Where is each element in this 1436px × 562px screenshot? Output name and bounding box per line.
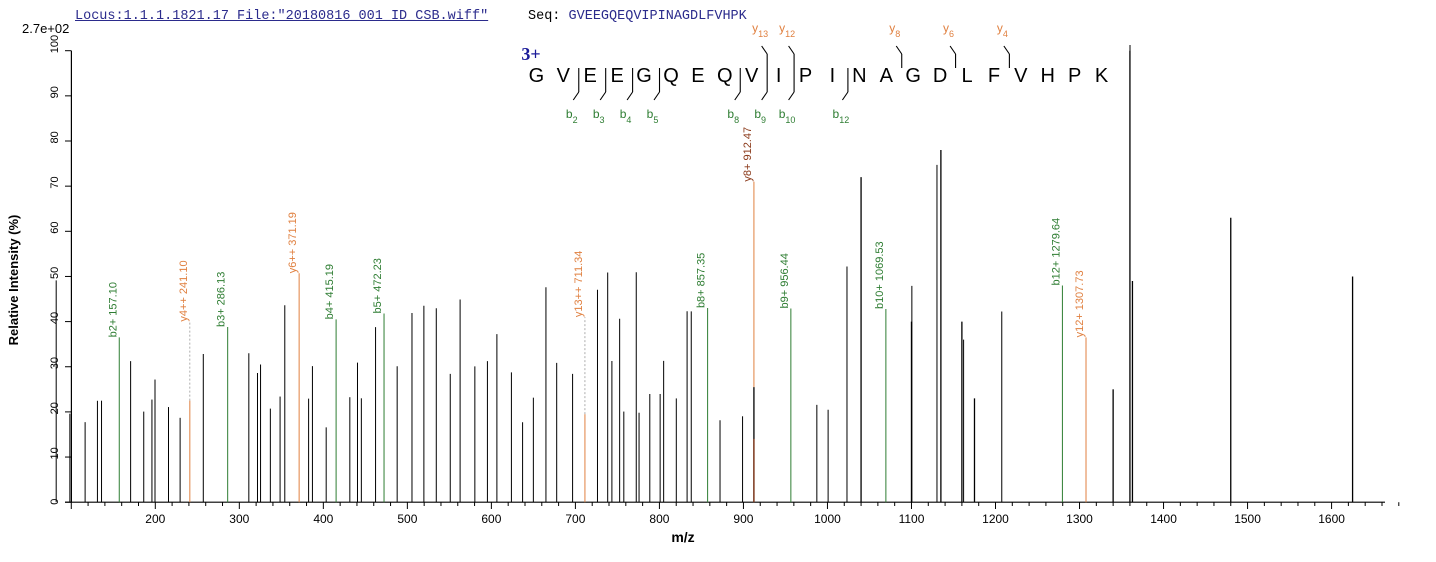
svg-text:600: 600	[481, 512, 501, 526]
svg-text:y4++ 241.10: y4++ 241.10	[178, 260, 190, 321]
svg-text:700: 700	[565, 512, 585, 526]
svg-text:1000: 1000	[814, 512, 841, 526]
svg-text:b10+ 1069.53: b10+ 1069.53	[874, 241, 886, 309]
svg-text:30: 30	[49, 357, 61, 369]
svg-text:I: I	[830, 65, 836, 87]
svg-text:G: G	[636, 65, 652, 87]
svg-text:70: 70	[49, 176, 61, 188]
svg-text:b12+ 1279.64: b12+ 1279.64	[1050, 218, 1062, 286]
svg-text:80: 80	[49, 131, 61, 143]
svg-text:200: 200	[145, 512, 165, 526]
svg-text:y13++ 711.34: y13++ 711.34	[573, 251, 585, 317]
svg-text:E: E	[584, 65, 597, 87]
svg-text:Q: Q	[717, 65, 733, 87]
svg-text:800: 800	[649, 512, 669, 526]
svg-text:b3+ 286.13: b3+ 286.13	[216, 272, 228, 327]
svg-text:A: A	[880, 65, 894, 87]
svg-text:b9+ 956.44: b9+ 956.44	[779, 253, 791, 308]
svg-text:y8+ 912.47: y8+ 912.47	[742, 127, 754, 182]
svg-text:G: G	[905, 65, 921, 87]
svg-text:1300: 1300	[1066, 512, 1093, 526]
svg-text:F: F	[988, 65, 1000, 87]
svg-text:m/z: m/z	[671, 529, 694, 545]
svg-text:E: E	[610, 65, 623, 87]
svg-text:y6++ 371.19: y6++ 371.19	[287, 212, 299, 273]
svg-text:900: 900	[733, 512, 753, 526]
svg-text:N: N	[852, 65, 866, 87]
svg-text:G: G	[529, 65, 545, 87]
svg-text:V: V	[1014, 65, 1028, 87]
svg-text:I: I	[776, 65, 782, 87]
svg-text:K: K	[1095, 65, 1109, 87]
svg-text:V: V	[557, 65, 571, 87]
svg-text:P: P	[1068, 65, 1081, 87]
svg-text:y12+ 1307.73: y12+ 1307.73	[1074, 270, 1086, 337]
svg-text:2.7e+02: 2.7e+02	[22, 21, 69, 36]
svg-text:1600: 1600	[1318, 512, 1345, 526]
svg-text:E: E	[691, 65, 704, 87]
svg-text:10: 10	[49, 447, 61, 459]
svg-text:20: 20	[49, 402, 61, 414]
svg-text:3+: 3+	[521, 44, 540, 64]
svg-text:L: L	[961, 65, 972, 87]
svg-text:V: V	[745, 65, 759, 87]
svg-text:b5+ 472.23: b5+ 472.23	[372, 258, 384, 313]
svg-text:D: D	[933, 65, 947, 87]
svg-text:b8+ 857.35: b8+ 857.35	[696, 253, 708, 308]
svg-text:60: 60	[49, 222, 61, 234]
svg-text:b4+ 415.19: b4+ 415.19	[324, 264, 336, 319]
svg-text:40: 40	[49, 312, 61, 324]
svg-text:50: 50	[49, 267, 61, 279]
svg-text:300: 300	[229, 512, 249, 526]
svg-text:1500: 1500	[1234, 512, 1261, 526]
svg-text:500: 500	[397, 512, 417, 526]
svg-text:90: 90	[49, 86, 61, 98]
svg-text:1400: 1400	[1150, 512, 1177, 526]
svg-text:Q: Q	[663, 65, 679, 87]
svg-text:H: H	[1041, 65, 1055, 87]
svg-text:b2+ 157.10: b2+ 157.10	[107, 282, 119, 337]
svg-text:0: 0	[49, 499, 61, 505]
svg-text:1100: 1100	[899, 512, 925, 526]
svg-text:100: 100	[49, 35, 61, 53]
svg-text:P: P	[799, 65, 812, 87]
svg-text:1200: 1200	[982, 512, 1009, 526]
svg-text:400: 400	[313, 512, 333, 526]
svg-text:Relative Intensity (%): Relative Intensity (%)	[6, 215, 21, 346]
